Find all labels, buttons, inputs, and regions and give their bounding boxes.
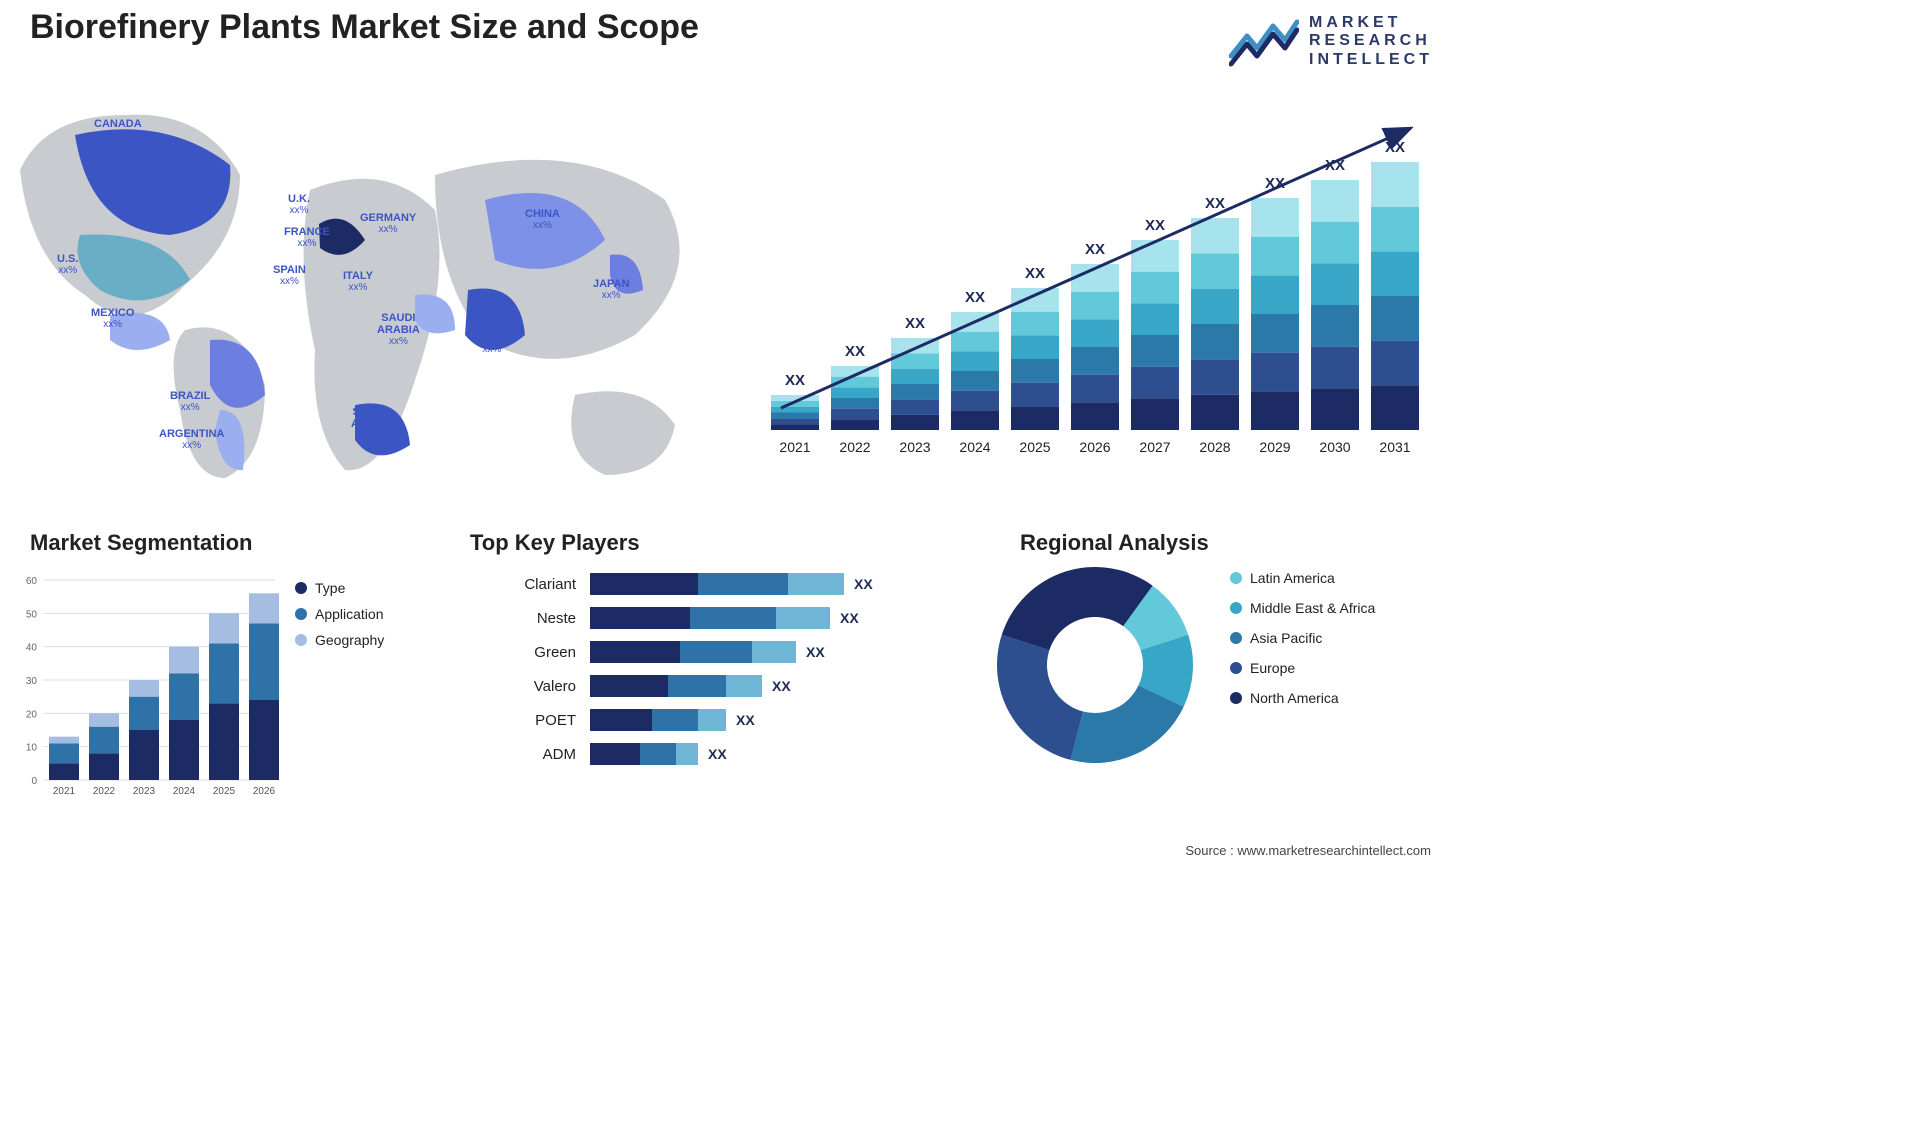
svg-text:20: 20 [26, 709, 38, 720]
player-row: Clariant XX [470, 570, 950, 598]
svg-text:2022: 2022 [93, 786, 116, 797]
svg-text:2024: 2024 [173, 786, 196, 797]
legend-item: North America [1230, 690, 1375, 706]
player-value: XX [806, 644, 825, 660]
svg-text:2025: 2025 [213, 786, 236, 797]
svg-text:XX: XX [785, 372, 805, 389]
player-row: Valero XX [470, 672, 950, 700]
page-title: Biorefinery Plants Market Size and Scope [30, 8, 699, 47]
source-text: Source : www.marketresearchintellect.com [1185, 843, 1431, 858]
brand-logo: MARKET RESEARCH INTELLECT [1229, 14, 1433, 69]
player-row: ADM XX [470, 740, 950, 768]
svg-text:0: 0 [31, 776, 37, 787]
map-label: CANADAxx% [94, 118, 142, 141]
legend-item: Type [295, 580, 384, 596]
map-label: FRANCExx% [284, 226, 330, 249]
svg-text:2025: 2025 [1019, 439, 1050, 455]
logo-text-1: MARKET [1309, 14, 1433, 32]
map-label: ITALYxx% [343, 270, 373, 293]
map-label: GERMANYxx% [360, 212, 416, 235]
svg-text:XX: XX [905, 315, 925, 332]
logo-text-3: INTELLECT [1309, 51, 1433, 69]
segmentation-legend: Type Application Geography [295, 580, 384, 658]
svg-text:2029: 2029 [1259, 439, 1290, 455]
svg-text:XX: XX [965, 289, 985, 306]
svg-text:2031: 2031 [1379, 439, 1410, 455]
segmentation-title: Market Segmentation [30, 530, 253, 556]
key-players-chart: ClariantXXNesteXXGreenXXValeroXXPOETXXAD… [470, 570, 950, 830]
map-label: MEXICOxx% [91, 307, 134, 330]
player-label: Green [470, 644, 590, 661]
svg-text:2030: 2030 [1319, 439, 1350, 455]
player-label: POET [470, 712, 590, 729]
player-row: POET XX [470, 706, 950, 734]
svg-text:XX: XX [1205, 195, 1225, 212]
svg-text:2024: 2024 [959, 439, 990, 455]
legend-item: Geography [295, 632, 384, 648]
regional-legend: Latin America Middle East & Africa Asia Pa… [1230, 570, 1375, 720]
regional-donut: Latin America Middle East & Africa Asia Pa… [985, 555, 1415, 815]
legend-item: Asia Pacific [1230, 630, 1375, 646]
svg-text:2023: 2023 [899, 439, 930, 455]
legend-item: Europe [1230, 660, 1375, 676]
map-label: U.K.xx% [288, 193, 310, 216]
map-label: INDIAxx% [477, 332, 507, 355]
legend-item: Latin America [1230, 570, 1375, 586]
svg-text:2021: 2021 [779, 439, 810, 455]
player-label: ADM [470, 746, 590, 763]
legend-item: Application [295, 606, 384, 622]
player-label: Clariant [470, 576, 590, 593]
svg-text:40: 40 [26, 643, 38, 654]
svg-text:XX: XX [1385, 139, 1405, 156]
player-label: Valero [470, 678, 590, 695]
svg-text:XX: XX [1145, 217, 1165, 234]
world-map: CANADAxx% U.S.xx% MEXICOxx% BRAZILxx% ARGENT… [15, 80, 715, 480]
svg-text:30: 30 [26, 676, 38, 687]
svg-text:60: 60 [26, 576, 38, 587]
svg-text:2023: 2023 [133, 786, 156, 797]
svg-text:2022: 2022 [839, 439, 870, 455]
svg-text:2021: 2021 [53, 786, 76, 797]
regional-title: Regional Analysis [1020, 530, 1209, 556]
svg-text:2028: 2028 [1199, 439, 1230, 455]
svg-text:50: 50 [26, 609, 38, 620]
svg-text:2027: 2027 [1139, 439, 1170, 455]
logo-icon [1229, 16, 1299, 68]
svg-text:10: 10 [26, 743, 38, 754]
svg-text:XX: XX [845, 343, 865, 360]
map-label: U.S.xx% [57, 253, 78, 276]
player-value: XX [854, 576, 873, 592]
player-value: XX [840, 610, 859, 626]
svg-text:XX: XX [1025, 265, 1045, 282]
player-row: Neste XX [470, 604, 950, 632]
svg-text:XX: XX [1085, 241, 1105, 258]
svg-text:2026: 2026 [1079, 439, 1110, 455]
map-label: SAUDIARABIAxx% [377, 312, 420, 347]
svg-text:2026: 2026 [253, 786, 276, 797]
map-label: SPAINxx% [273, 264, 306, 287]
logo-text-2: RESEARCH [1309, 32, 1433, 50]
map-label: ARGENTINAxx% [159, 428, 224, 451]
player-value: XX [736, 712, 755, 728]
map-label: CHINAxx% [525, 208, 560, 231]
player-row: Green XX [470, 638, 950, 666]
map-label: BRAZILxx% [170, 390, 210, 413]
map-label: JAPANxx% [593, 278, 629, 301]
player-value: XX [772, 678, 791, 694]
legend-item: Middle East & Africa [1230, 600, 1375, 616]
player-label: Neste [470, 610, 590, 627]
player-value: XX [708, 746, 727, 762]
map-label: SOUTHAFRICAxx% [351, 406, 393, 441]
growth-bar-chart: XX 2021 XX 2022 XX 2023 XX 2024 XX 2025 XX 2026 XX 20… [761, 90, 1421, 470]
key-players-title: Top Key Players [470, 530, 640, 556]
